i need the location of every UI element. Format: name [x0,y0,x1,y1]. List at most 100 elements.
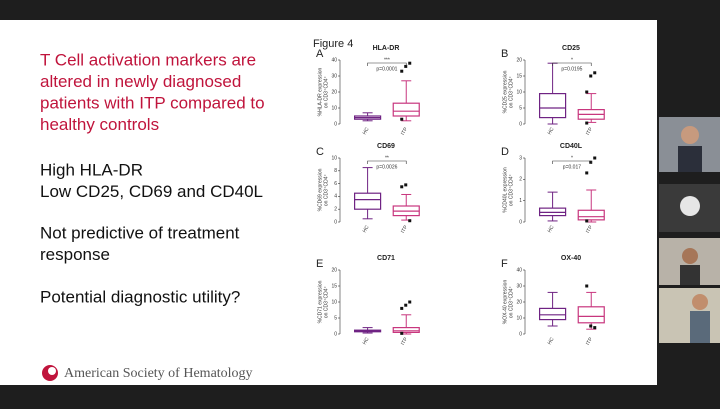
y-axis-label: on CD3⁺CD4⁺ [323,76,329,109]
p-value: p=0.0026 [376,164,397,170]
y-tick-label: 10 [516,315,522,321]
panel-letter: E [316,258,323,270]
significance: *** [384,57,390,63]
y-axis-label: on CD3⁺CD4⁺ [323,286,329,319]
outlier [585,219,589,223]
person [678,146,702,172]
y-axis-label: %CD40L expression [502,167,508,213]
outlier [589,160,593,164]
bullet-text: Low CD25, CD69 and CD40L [40,182,263,201]
p-value: p=0.017 [563,164,581,170]
outlier [589,324,593,328]
panel-title: CD71 [377,255,395,262]
outlier [593,326,597,330]
bullet-text: Not predictive of treatment [40,223,240,242]
y-tick-label: 0 [334,331,337,337]
outlier [400,306,404,310]
footer-text: American Society of Hematology [64,366,253,381]
outlier [400,185,404,189]
y-axis-label: on CD3⁺CD4⁺ [508,174,514,207]
panel-title: CD25 [562,45,580,52]
x-tick-label: ITP [400,126,409,136]
y-tick-label: 10 [331,299,337,305]
box [538,92,567,119]
slide-title: healthy controls [40,115,159,134]
panel-letter: A [316,48,324,60]
y-axis-label: %CD71 expression [317,280,323,323]
y-tick-label: 3 [519,155,522,161]
footer: American Society of Hematology [42,365,253,381]
y-tick-label: 0 [519,331,522,337]
y-tick-label: 10 [331,105,337,111]
y-tick-label: 15 [331,283,337,289]
p-value: p=0.0001 [376,66,397,72]
box [392,327,420,334]
x-tick-label: HC [362,224,371,234]
x-tick-label: ITP [585,126,594,136]
significance-bracket [552,62,592,66]
y-tick-label: 2 [334,207,337,213]
y-tick-label: 0 [519,219,522,225]
outlier [593,156,597,160]
y-axis-label: on CD3⁺CD4⁺ [323,174,329,207]
y-tick-label: 8 [334,168,337,174]
y-tick-label: 0 [334,121,337,127]
logo [48,367,56,375]
outlier [404,64,408,68]
y-axis-label: %CD25 expression [502,70,508,113]
person [680,265,700,285]
y-tick-label: 5 [334,315,337,321]
y-tick-label: 0 [334,219,337,225]
panel-letter: B [501,48,508,60]
y-tick-label: 6 [334,181,337,187]
person [690,311,710,343]
box [577,209,605,221]
x-tick-label: HC [547,336,556,346]
outlier [585,171,589,175]
panel-letter: F [501,258,508,270]
outlier [404,303,408,307]
bullet-text: response [40,245,110,264]
panel-title: OX-40 [561,255,581,262]
significance: * [571,57,573,63]
x-tick-label: HC [362,126,371,136]
x-tick-label: ITP [400,336,409,346]
avatar [680,196,700,216]
panel-letter: D [501,146,509,158]
person [692,294,708,310]
video-tile[interactable] [659,288,720,343]
box [392,102,420,117]
box [577,306,605,324]
person [682,248,698,264]
significance: ** [385,155,389,161]
y-axis-label: on CD3⁺CD4⁺ [508,76,514,109]
significance-bracket [552,160,592,164]
panel-title: CD69 [377,143,395,150]
slide-title: patients with ITP compared to [40,93,265,112]
outlier [404,183,408,187]
panel-title: HLA-DR [373,45,400,52]
y-tick-label: 40 [516,267,522,273]
x-tick-label: ITP [400,224,409,234]
box [354,192,382,210]
video-tiles [659,117,720,343]
x-tick-label: HC [362,336,371,346]
y-tick-label: 30 [516,283,522,289]
significance-bracket [367,160,407,164]
y-tick-label: 20 [516,299,522,305]
figure-label: Figure 4 [313,38,353,50]
significance: * [571,155,573,161]
panel-letter: C [316,146,324,158]
significance-bracket [367,62,407,66]
bullet-text: High HLA-DR [40,160,143,179]
person [681,126,699,144]
y-tick-label: 10 [516,89,522,95]
y-tick-label: 2 [519,177,522,183]
p-value: p=0.0195 [561,66,582,72]
x-tick-label: HC [547,126,556,136]
y-axis-label: %CD69 expression [317,168,323,211]
outlier [589,74,593,78]
outlier [408,61,412,65]
outlier [593,71,597,75]
